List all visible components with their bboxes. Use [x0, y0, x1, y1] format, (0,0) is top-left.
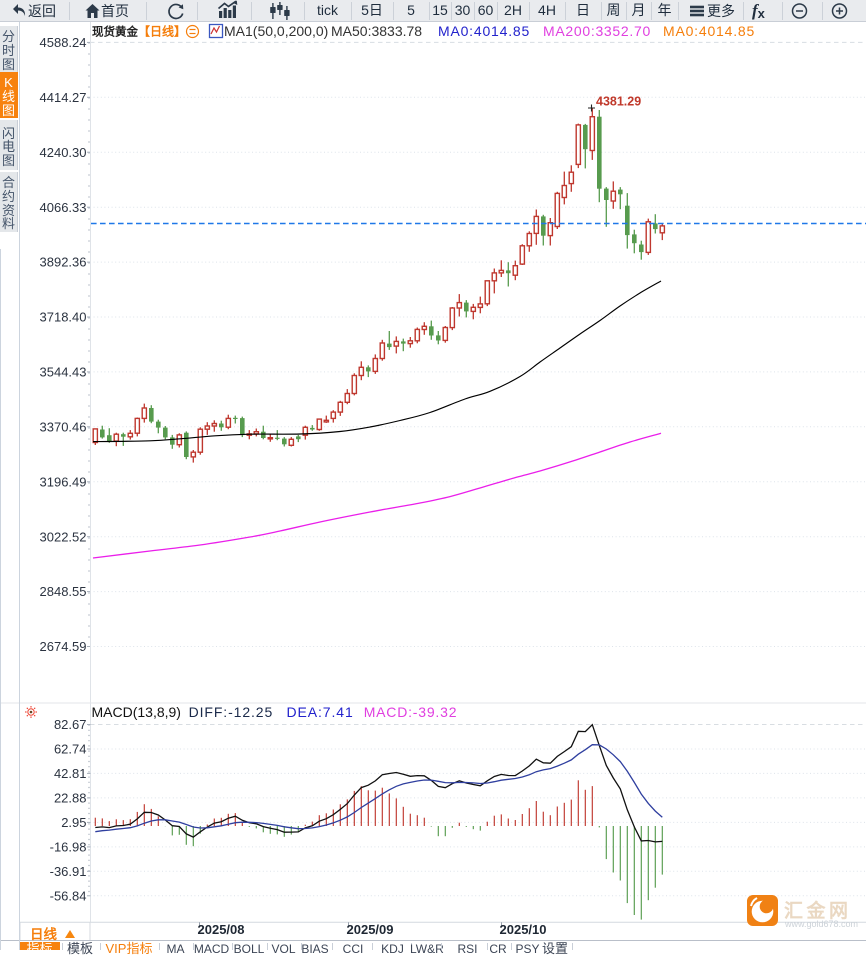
- svg-text:www.gold678.com: www.gold678.com: [784, 919, 858, 929]
- svg-text:MACD(13,8,9): MACD(13,8,9): [92, 704, 181, 720]
- svg-text:DEA:7.41: DEA:7.41: [287, 704, 354, 720]
- svg-text:4381.29: 4381.29: [596, 95, 641, 109]
- svg-text:2025/09: 2025/09: [347, 922, 394, 937]
- svg-text:MA0:4014.85: MA0:4014.85: [438, 23, 530, 39]
- svg-text:3370.46: 3370.46: [40, 419, 87, 434]
- svg-text:-16.98: -16.98: [50, 840, 87, 855]
- svg-text:2025/08: 2025/08: [198, 922, 245, 937]
- svg-text:2.95: 2.95: [61, 815, 86, 830]
- svg-text:2674.59: 2674.59: [40, 639, 87, 654]
- svg-text:4240.30: 4240.30: [40, 145, 87, 160]
- svg-text:22.88: 22.88: [54, 791, 87, 806]
- svg-text:62.74: 62.74: [54, 742, 87, 757]
- svg-text:3196.49: 3196.49: [40, 474, 87, 489]
- svg-text:3022.52: 3022.52: [40, 529, 87, 544]
- svg-text:MACD:-39.32: MACD:-39.32: [364, 704, 458, 720]
- svg-text:现货黄金【日线】: 现货黄金【日线】: [92, 24, 186, 39]
- svg-text:3892.36: 3892.36: [40, 255, 87, 270]
- svg-text:4414.27: 4414.27: [40, 90, 87, 105]
- svg-text:-56.84: -56.84: [50, 888, 87, 903]
- svg-text:MA0:4014.85: MA0:4014.85: [663, 23, 755, 39]
- svg-text:MA200:3352.70: MA200:3352.70: [543, 23, 651, 39]
- svg-text:3718.40: 3718.40: [40, 310, 87, 325]
- svg-text:MA50:3833.78: MA50:3833.78: [331, 23, 422, 39]
- svg-text:4588.24: 4588.24: [40, 35, 87, 50]
- svg-text:2848.55: 2848.55: [40, 584, 87, 599]
- svg-text:-36.91: -36.91: [50, 864, 87, 879]
- svg-text:2025/10: 2025/10: [500, 922, 547, 937]
- svg-text:42.81: 42.81: [54, 766, 87, 781]
- svg-text:MA1(50,0,200,0): MA1(50,0,200,0): [224, 23, 328, 39]
- svg-text:汇金网: 汇金网: [784, 899, 852, 922]
- svg-text:4066.33: 4066.33: [40, 200, 87, 215]
- svg-text:82.67: 82.67: [54, 717, 87, 732]
- svg-text:3544.43: 3544.43: [40, 365, 87, 380]
- svg-text:DIFF:-12.25: DIFF:-12.25: [189, 704, 274, 720]
